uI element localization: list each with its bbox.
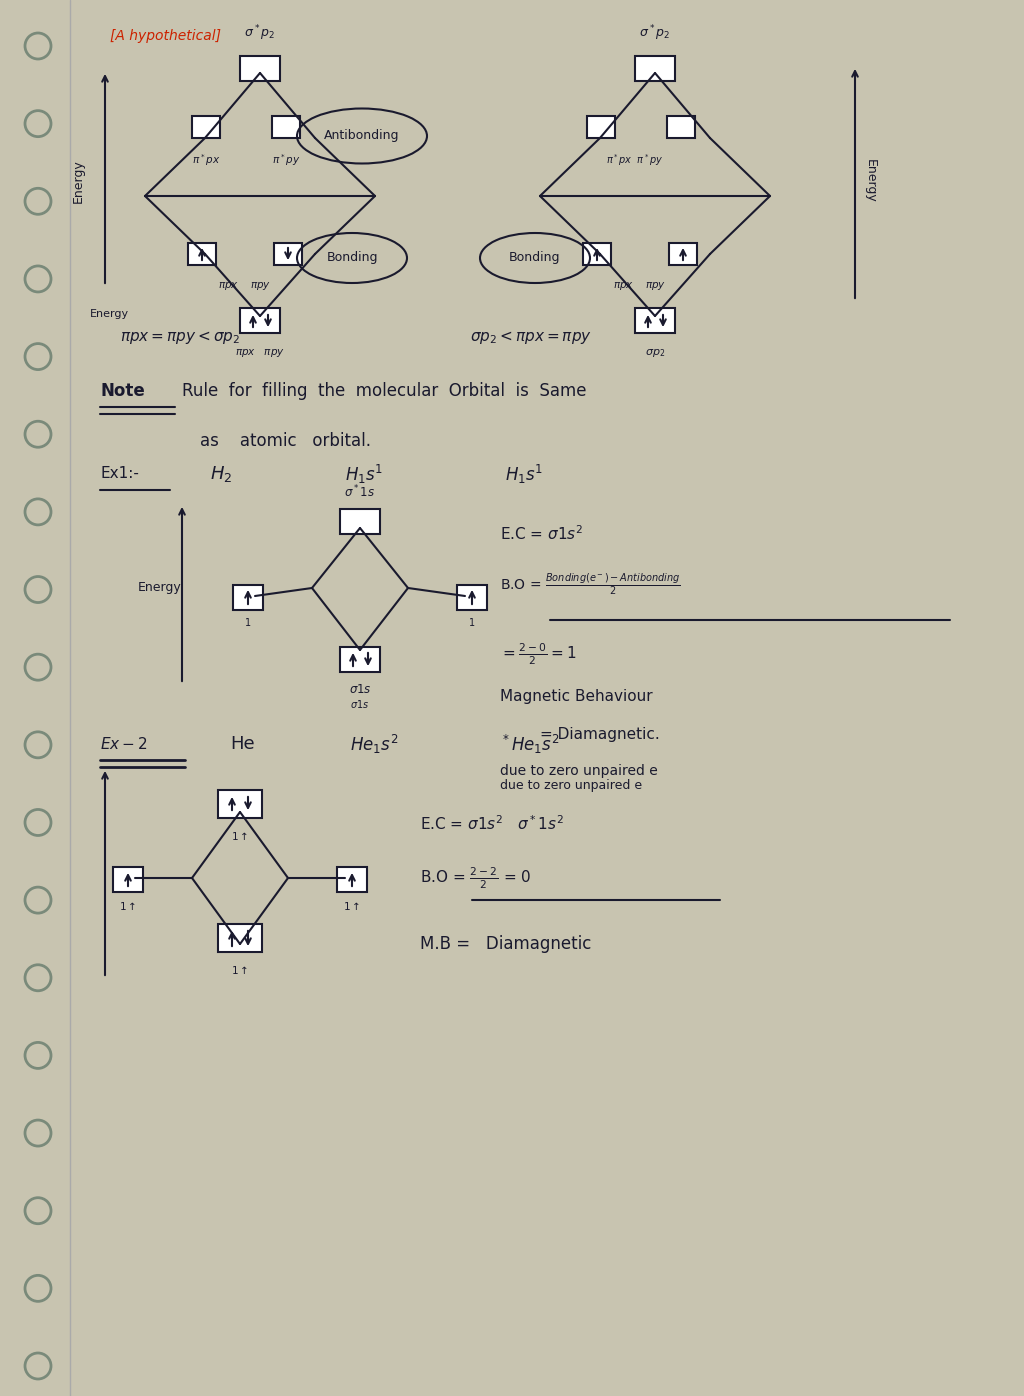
Text: Energy: Energy: [138, 582, 181, 595]
Text: Bonding: Bonding: [327, 251, 378, 264]
Text: $\pi px$   $\pi py$: $\pi px$ $\pi py$: [236, 348, 285, 359]
Text: $\pi px$    $\pi py$: $\pi px$ $\pi py$: [218, 281, 271, 292]
Bar: [274, 243, 302, 265]
Text: Rule  for  filling  the  molecular  Orbital  is  Same: Rule for filling the molecular Orbital i…: [182, 383, 587, 401]
Bar: [340, 510, 380, 535]
Bar: [667, 116, 695, 138]
Text: Energy: Energy: [90, 309, 129, 320]
Bar: [218, 790, 262, 818]
Text: $\sigma p_2 < \pi px = \pi py$: $\sigma p_2 < \pi px = \pi py$: [470, 329, 592, 346]
Text: $\sigma^*1s$: $\sigma^*1s$: [344, 483, 376, 500]
Text: Note: Note: [100, 383, 144, 401]
Text: $\sigma 1s$: $\sigma 1s$: [350, 698, 370, 711]
Bar: [193, 116, 220, 138]
Text: E.C = $\sigma 1s^2$   $\sigma^* 1s^2$: E.C = $\sigma 1s^2$ $\sigma^* 1s^2$: [420, 815, 564, 833]
Bar: [240, 56, 280, 81]
Text: $\pi^*py$: $\pi^*py$: [271, 152, 300, 168]
Text: $H_2$: $H_2$: [210, 463, 232, 484]
Text: Magnetic Behaviour: Magnetic Behaviour: [500, 688, 652, 704]
Text: $1\uparrow$: $1\uparrow$: [231, 965, 249, 976]
Bar: [583, 243, 611, 265]
Text: $\sigma 1s$: $\sigma 1s$: [348, 683, 372, 695]
Text: $H_1s^1$: $H_1s^1$: [345, 462, 383, 486]
Text: due to zero unpaired e: due to zero unpaired e: [500, 779, 642, 793]
Bar: [113, 867, 143, 892]
Text: = Diamagnetic.: = Diamagnetic.: [540, 726, 659, 741]
Bar: [188, 243, 216, 265]
Text: $\pi px$    $\pi py$: $\pi px$ $\pi py$: [613, 281, 667, 292]
Text: $\pi^*px$: $\pi^*px$: [191, 152, 220, 168]
Text: $H_1s^1$: $H_1s^1$: [505, 462, 544, 486]
Text: M.B =   Diamagnetic: M.B = Diamagnetic: [420, 935, 592, 953]
Bar: [340, 646, 380, 671]
Text: $1\uparrow$: $1\uparrow$: [120, 900, 136, 912]
Text: B.O = $\frac{Bonding(e^-)-Antibonding}{2}$: B.O = $\frac{Bonding(e^-)-Antibonding}{2…: [500, 571, 681, 597]
Text: B.O = $\frac{2-2}{2}$ = 0: B.O = $\frac{2-2}{2}$ = 0: [420, 866, 531, 891]
Text: $\sigma p_2$: $\sigma p_2$: [645, 348, 666, 359]
Text: E.C = $\sigma 1s^2$: E.C = $\sigma 1s^2$: [500, 525, 584, 543]
Text: Antibonding: Antibonding: [325, 130, 399, 142]
Text: $1\uparrow$: $1\uparrow$: [343, 900, 360, 912]
Bar: [457, 585, 487, 610]
Text: He: He: [230, 736, 255, 752]
Bar: [635, 309, 675, 334]
Bar: [669, 243, 697, 265]
Text: $\pi^*px$  $\pi^*py$: $\pi^*px$ $\pi^*py$: [606, 152, 664, 168]
Text: 1: 1: [469, 618, 475, 628]
Text: $He_1s^2$: $He_1s^2$: [350, 733, 398, 755]
Text: $\sigma^*p_2$: $\sigma^*p_2$: [245, 24, 275, 43]
Text: as    atomic   orbital.: as atomic orbital.: [200, 431, 371, 450]
Text: Bonding: Bonding: [509, 251, 561, 264]
Text: Energy: Energy: [863, 159, 877, 202]
Bar: [587, 116, 615, 138]
Text: $Ex-2$: $Ex-2$: [100, 736, 147, 752]
Text: [A hypothetical]: [A hypothetical]: [110, 29, 221, 43]
Bar: [240, 309, 280, 334]
Bar: [635, 56, 675, 81]
Text: $1\uparrow$: $1\uparrow$: [231, 831, 249, 842]
Text: due to zero unpaired e: due to zero unpaired e: [500, 764, 657, 778]
Bar: [272, 116, 300, 138]
Text: $\pi px = \pi py < \sigma p_2$: $\pi px = \pi py < \sigma p_2$: [120, 329, 241, 346]
Text: $=\frac{2-0}{2}=1$: $=\frac{2-0}{2}=1$: [500, 641, 577, 667]
Text: Energy: Energy: [72, 159, 85, 202]
Bar: [337, 867, 367, 892]
Text: Ex1:-: Ex1:-: [100, 466, 139, 482]
Bar: [218, 924, 262, 952]
Bar: [233, 585, 263, 610]
Text: $\sigma^*p_2$: $\sigma^*p_2$: [639, 24, 671, 43]
Text: $^*He_1s^2$: $^*He_1s^2$: [500, 733, 559, 755]
Text: 1: 1: [245, 618, 251, 628]
